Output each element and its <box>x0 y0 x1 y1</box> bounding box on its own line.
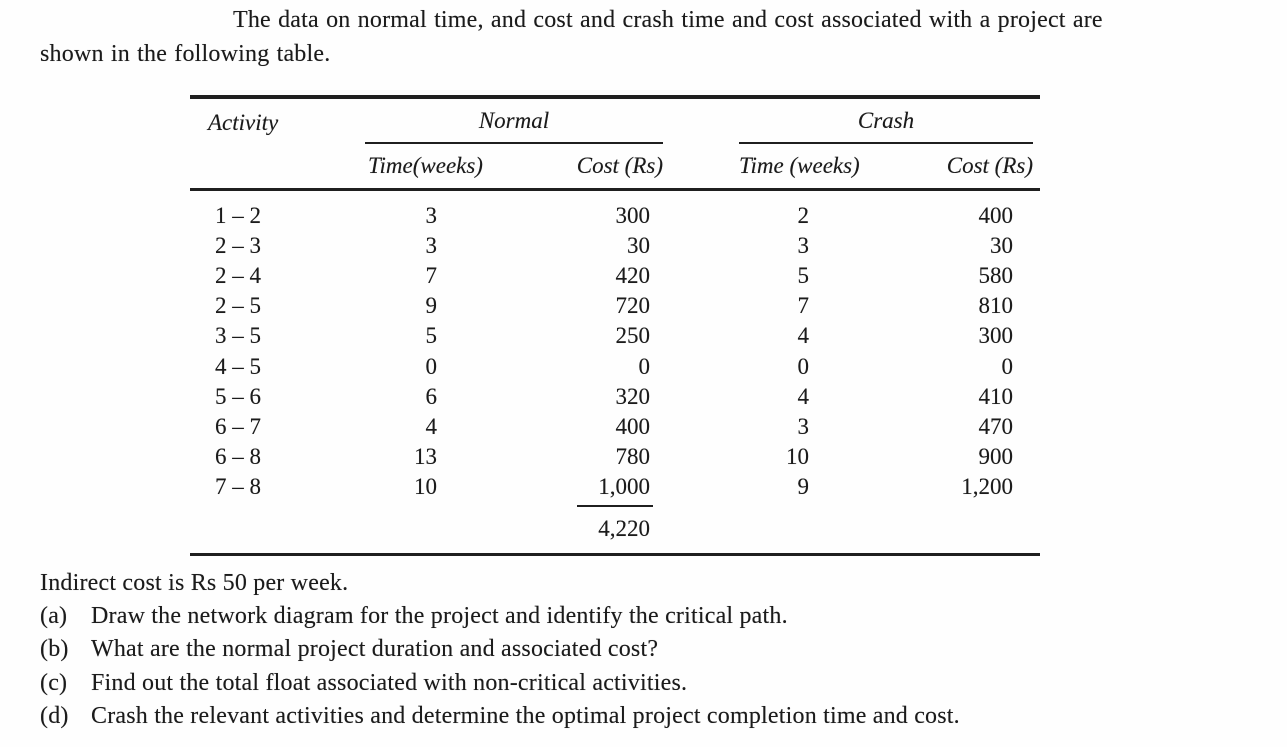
question-item-a: (a) Draw the network diagram for the pro… <box>40 600 1285 633</box>
project-cost-table: Activity Normal Crash Time(weeks) Cost (… <box>190 95 1040 557</box>
cell-activity: 3 – 5 <box>215 323 261 349</box>
intro-line-2: shown in the following table. <box>40 41 331 67</box>
question-label: (c) <box>40 669 68 696</box>
cell-normal-time: 13 <box>414 444 437 470</box>
cell-crash-time: 7 <box>797 293 810 319</box>
cell-crash-time: 3 <box>797 232 810 258</box>
table-row: 5 – 6 6 320 4 410 <box>190 382 1040 412</box>
cell-normal-time: 7 <box>425 262 438 288</box>
question-text: What are the normal project duration and… <box>91 636 659 663</box>
cell-normal-cost: 0 <box>638 353 651 379</box>
cell-normal-cost: 420 <box>615 262 651 288</box>
cell-normal-time: 0 <box>425 353 438 379</box>
cell-normal-time: 3 <box>425 202 438 228</box>
column-group-crash: Crash <box>739 99 1033 144</box>
cell-activity: 2 – 3 <box>215 232 261 258</box>
cell-crash-cost: 400 <box>978 202 1014 228</box>
cell-activity: 1 – 2 <box>215 202 261 228</box>
cell-activity: 5 – 6 <box>215 383 261 409</box>
table-row: 2 – 5 9 720 7 810 <box>190 291 1040 321</box>
cell-normal-cost: 30 <box>627 232 650 258</box>
cell-activity: 6 – 7 <box>215 413 261 439</box>
question-item-c: (c) Find out the total float associated … <box>40 667 1285 700</box>
cell-normal-time: 10 <box>414 474 437 500</box>
cell-crash-cost: 410 <box>978 383 1014 409</box>
cell-crash-cost: 580 <box>978 262 1014 288</box>
question-label: (d) <box>40 703 69 730</box>
cell-activity: 2 – 4 <box>215 262 261 288</box>
cell-normal-cost: 250 <box>615 323 651 349</box>
cell-activity: 7 – 8 <box>215 474 261 500</box>
total-separator-row <box>190 502 1040 511</box>
table-top-rule <box>190 95 1040 99</box>
cell-normal-cost: 780 <box>615 444 651 470</box>
intro-line-1: The data on normal time, and cost and cr… <box>233 7 1103 33</box>
table-row: 2 – 4 7 420 5 580 <box>190 261 1040 291</box>
cell-normal-cost: 300 <box>615 202 651 228</box>
table-group-header-row: Activity Normal Crash <box>190 99 1040 144</box>
cell-crash-time: 0 <box>797 353 810 379</box>
table-sub-header-row: Time(weeks) Cost (Rs) Time (weeks) Cost … <box>190 144 1040 188</box>
cell-normal-cost: 400 <box>615 413 651 439</box>
question-text: Find out the total float associated with… <box>91 669 688 696</box>
cell-normal-time: 4 <box>425 413 438 439</box>
intro-paragraph: The data on normal time, and cost and cr… <box>40 3 1285 71</box>
cell-activity: 2 – 5 <box>215 293 261 319</box>
cell-crash-cost: 810 <box>978 293 1014 319</box>
column-header-activity: Activity <box>208 110 279 135</box>
table-row: 2 – 3 3 30 3 30 <box>190 231 1040 261</box>
cell-normal-time: 6 <box>425 383 438 409</box>
table-row: 6 – 8 13 780 10 900 <box>190 442 1040 472</box>
cell-activity: 6 – 8 <box>215 444 261 470</box>
cell-normal-time: 3 <box>425 232 438 258</box>
question-label: (a) <box>40 603 68 630</box>
cell-crash-time: 4 <box>797 323 810 349</box>
table-row: 6 – 7 4 400 3 470 <box>190 412 1040 442</box>
column-header-normal-time: Time(weeks) <box>368 153 483 178</box>
cell-crash-cost: 900 <box>978 444 1014 470</box>
column-header-normal-cost: Cost (Rs) <box>576 153 663 178</box>
table-total-row: 4,220 <box>190 513 1040 545</box>
table-row: 3 – 5 5 250 4 300 <box>190 321 1040 351</box>
cell-crash-time: 4 <box>797 383 810 409</box>
cell-crash-time: 5 <box>797 262 810 288</box>
cell-normal-cost: 1,000 <box>598 474 650 500</box>
cell-crash-cost: 470 <box>978 413 1014 439</box>
column-header-crash-time: Time (weeks) <box>739 153 860 178</box>
cell-crash-time: 2 <box>797 202 810 228</box>
question-text: Draw the network diagram for the project… <box>91 603 788 630</box>
cell-crash-time: 9 <box>797 474 810 500</box>
question-label: (b) <box>40 636 69 663</box>
notes-section: Indirect cost is Rs 50 per week. (a) Dra… <box>40 566 1285 733</box>
cell-normal-cost: 320 <box>615 383 651 409</box>
column-group-normal: Normal <box>365 99 663 144</box>
cell-normal-time: 9 <box>425 293 438 319</box>
cell-crash-time: 3 <box>797 413 810 439</box>
table-header-rule <box>190 188 1040 191</box>
cell-crash-cost: 30 <box>990 232 1013 258</box>
table-row: 4 – 5 0 0 0 0 <box>190 351 1040 381</box>
question-text: Crash the relevant activities and determ… <box>91 703 960 730</box>
cell-crash-cost: 300 <box>978 323 1014 349</box>
cell-normal-cost: 720 <box>615 293 651 319</box>
cell-crash-cost: 1,200 <box>961 474 1013 500</box>
question-item-b: (b) What are the normal project duration… <box>40 633 1285 666</box>
indirect-cost-note: Indirect cost is Rs 50 per week. <box>40 569 349 596</box>
cell-normal-time: 5 <box>425 323 438 349</box>
total-rule <box>577 505 653 508</box>
column-header-crash-cost: Cost (Rs) <box>946 153 1033 178</box>
question-item-d: (d) Crash the relevant activities and de… <box>40 700 1285 733</box>
cell-crash-time: 10 <box>786 444 809 470</box>
cell-total-normal-cost: 4,220 <box>598 516 650 542</box>
table-body: 1 – 2 3 300 2 400 2 – 3 3 30 3 30 2 – 4 … <box>190 191 1040 546</box>
cell-activity: 4 – 5 <box>215 353 261 379</box>
table-bottom-rule <box>190 553 1040 557</box>
table-row: 7 – 8 10 1,000 9 1,200 <box>190 472 1040 502</box>
table-row: 1 – 2 3 300 2 400 <box>190 201 1040 231</box>
cell-crash-cost: 0 <box>1001 353 1014 379</box>
